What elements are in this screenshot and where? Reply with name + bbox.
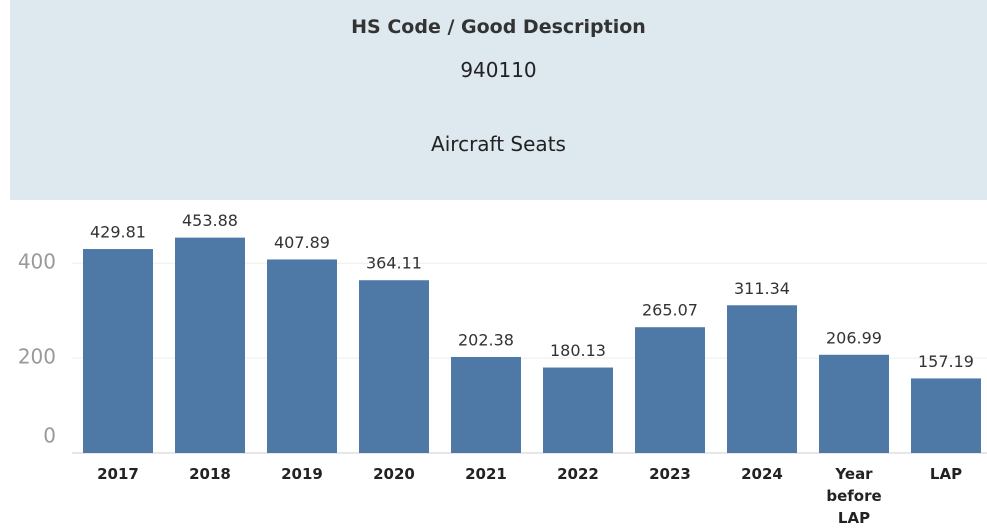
value-label: 429.81 bbox=[90, 223, 146, 242]
x-tick-label: 2020 bbox=[373, 465, 415, 483]
value-label: 206.99 bbox=[826, 328, 882, 347]
bar bbox=[451, 356, 521, 453]
y-tick-label: 200 bbox=[18, 345, 56, 369]
x-tick-label: 2018 bbox=[189, 465, 231, 483]
value-label: 453.88 bbox=[182, 211, 238, 230]
value-label: 364.11 bbox=[366, 254, 422, 273]
bar bbox=[359, 280, 429, 453]
value-label: 407.89 bbox=[274, 233, 330, 252]
y-tick-label: 400 bbox=[18, 250, 56, 274]
hs-code: 940110 bbox=[460, 58, 537, 82]
bar bbox=[83, 249, 153, 453]
x-tick-label: 2023 bbox=[649, 465, 691, 483]
bar bbox=[543, 367, 613, 453]
value-label: 202.38 bbox=[458, 330, 514, 349]
header: HS Code / Good Description 940110 Aircra… bbox=[10, 0, 987, 200]
value-label: 265.07 bbox=[642, 301, 698, 320]
bar bbox=[819, 354, 889, 453]
bar bbox=[911, 378, 981, 453]
good-description: Aircraft Seats bbox=[431, 132, 566, 156]
y-tick-label: 0 bbox=[43, 424, 56, 448]
header-title: HS Code / Good Description bbox=[351, 16, 646, 38]
bar bbox=[727, 305, 797, 453]
bar bbox=[175, 237, 245, 453]
x-tick-label: 2017 bbox=[97, 465, 139, 483]
x-tick-label: 2019 bbox=[281, 465, 323, 483]
x-tick-label: 2024 bbox=[741, 465, 783, 483]
x-tick-label: Year before LAP bbox=[826, 465, 882, 527]
value-label: 157.19 bbox=[918, 352, 974, 371]
x-tick-label: 2021 bbox=[465, 465, 507, 483]
bar bbox=[635, 327, 705, 453]
x-tick-label: 2022 bbox=[557, 465, 599, 483]
value-label: 180.13 bbox=[550, 341, 606, 360]
x-tick-label: LAP bbox=[929, 465, 963, 483]
value-label: 311.34 bbox=[734, 279, 790, 298]
bar bbox=[267, 259, 337, 453]
